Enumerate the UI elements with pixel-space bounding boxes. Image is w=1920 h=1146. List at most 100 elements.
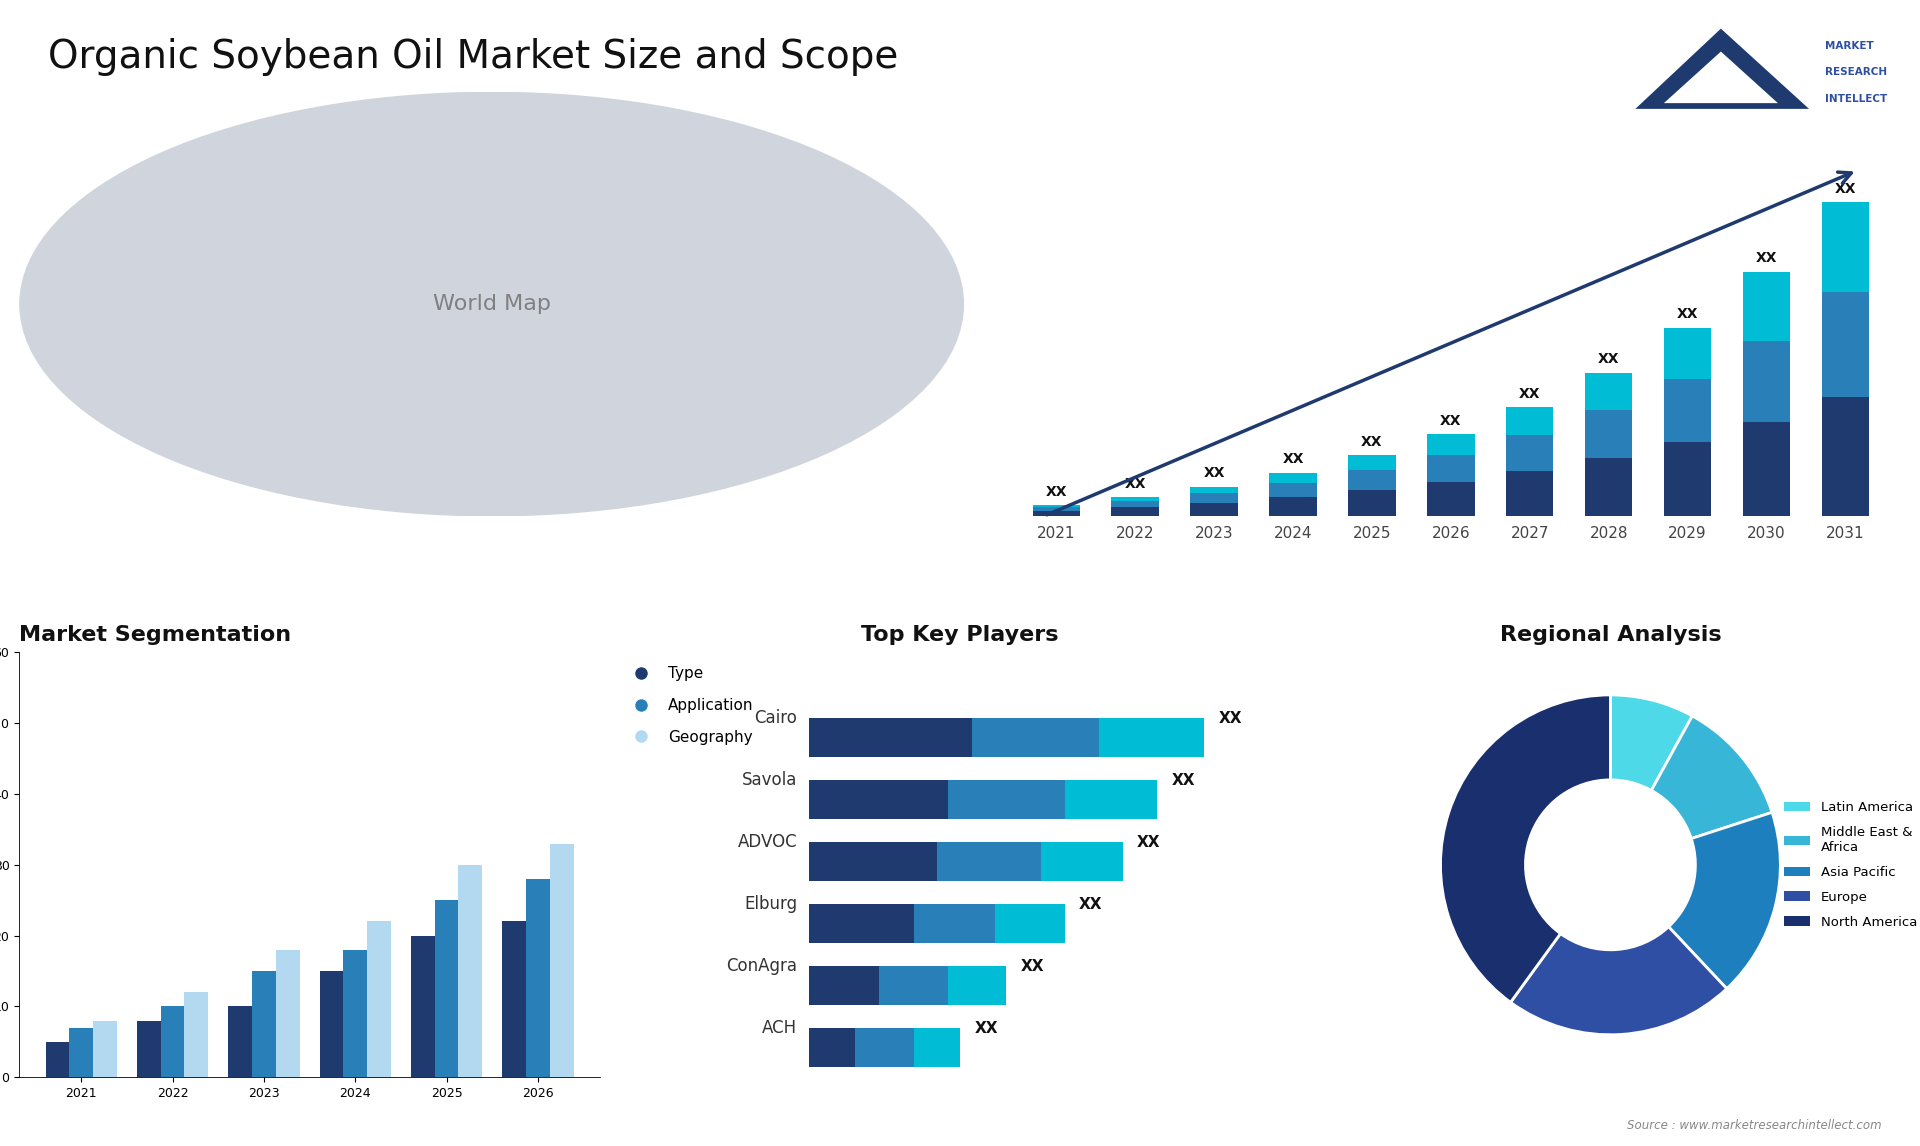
Bar (319, 971, 344, 1077)
Wedge shape (1651, 716, 1772, 839)
Wedge shape (1611, 694, 1692, 791)
Text: XX: XX (975, 1021, 998, 1036)
Bar (1112, 497, 1160, 501)
Text: XX: XX (1361, 435, 1382, 449)
Text: XX: XX (1046, 485, 1068, 499)
Bar (808, 904, 914, 942)
Polygon shape (1636, 29, 1809, 109)
Text: XX: XX (1219, 711, 1242, 725)
Bar (161, 1006, 184, 1077)
Text: XX: XX (1836, 181, 1857, 196)
Bar (1064, 780, 1158, 818)
Bar (1348, 489, 1396, 517)
Bar (92, 1021, 117, 1077)
Bar (1348, 470, 1396, 489)
Bar (1190, 487, 1238, 493)
Bar (1190, 493, 1238, 502)
Bar (914, 904, 995, 942)
Bar (1822, 202, 1870, 292)
Text: XX: XX (1757, 251, 1778, 266)
Bar (1665, 379, 1711, 442)
Bar (1505, 407, 1553, 435)
Bar (69, 1028, 92, 1077)
Text: Elburg: Elburg (745, 895, 797, 913)
Bar (1041, 842, 1123, 880)
Polygon shape (1665, 52, 1778, 103)
Text: Cairo: Cairo (755, 709, 797, 728)
Bar (276, 950, 300, 1077)
Bar (344, 950, 367, 1077)
Bar (1586, 372, 1632, 410)
Text: Organic Soybean Oil Market Size and Scope: Organic Soybean Oil Market Size and Scop… (48, 38, 899, 76)
Bar (856, 1028, 914, 1067)
Wedge shape (1668, 813, 1780, 989)
Bar (1743, 340, 1789, 422)
Bar (1586, 458, 1632, 517)
Text: Market Segmentation: Market Segmentation (19, 626, 292, 645)
Text: XX: XX (1519, 386, 1540, 401)
Bar (1033, 511, 1079, 517)
Bar (879, 966, 948, 1005)
Bar (1822, 292, 1870, 397)
Text: ACH: ACH (762, 1020, 797, 1037)
Bar (1348, 455, 1396, 470)
Bar (1743, 272, 1789, 340)
Wedge shape (1511, 927, 1726, 1035)
Bar (1100, 719, 1204, 756)
Text: XX: XX (1171, 772, 1196, 787)
Bar (184, 992, 207, 1077)
Text: XX: XX (1597, 352, 1619, 367)
Bar (1665, 442, 1711, 517)
Bar (46, 1042, 69, 1077)
Text: XX: XX (1021, 959, 1044, 974)
Bar (1190, 502, 1238, 517)
Text: World Map: World Map (432, 295, 551, 314)
Bar (948, 966, 1006, 1005)
Wedge shape (1440, 694, 1611, 1003)
Bar (367, 921, 392, 1077)
Bar (808, 842, 937, 880)
Bar (1505, 471, 1553, 517)
Bar (549, 843, 574, 1077)
Bar (1586, 410, 1632, 458)
Text: RESEARCH: RESEARCH (1824, 68, 1887, 77)
Bar (1427, 481, 1475, 517)
Title: Top Key Players: Top Key Players (862, 626, 1058, 645)
Bar (1269, 473, 1317, 482)
Bar (808, 719, 972, 756)
Bar (1427, 434, 1475, 455)
Text: XX: XX (1204, 466, 1225, 480)
Ellipse shape (19, 92, 964, 517)
Text: XX: XX (1079, 897, 1102, 912)
Bar (1112, 508, 1160, 517)
Legend: Latin America, Middle East &
Africa, Asia Pacific, Europe, North America: Latin America, Middle East & Africa, Asi… (1778, 795, 1920, 934)
Text: Source : www.marketresearchintellect.com: Source : www.marketresearchintellect.com (1626, 1120, 1882, 1132)
Text: Savola: Savola (741, 771, 797, 790)
Bar (808, 780, 948, 818)
Bar (914, 1028, 960, 1067)
Bar (808, 966, 879, 1005)
Bar (252, 971, 276, 1077)
Text: ConAgra: ConAgra (726, 957, 797, 975)
Text: XX: XX (1283, 453, 1304, 466)
Bar (459, 865, 482, 1077)
Bar (808, 1028, 856, 1067)
Bar (937, 842, 1041, 880)
Bar (1505, 435, 1553, 471)
Bar (948, 780, 1064, 818)
Bar (526, 879, 549, 1077)
Text: XX: XX (1440, 414, 1461, 429)
Title: Regional Analysis: Regional Analysis (1500, 626, 1720, 645)
Bar (1112, 501, 1160, 508)
Text: ADVOC: ADVOC (737, 833, 797, 851)
Bar (995, 904, 1064, 942)
Bar (1743, 422, 1789, 517)
Text: XX: XX (1676, 307, 1699, 321)
Bar (411, 935, 434, 1077)
Bar (1269, 496, 1317, 517)
Bar (972, 719, 1100, 756)
Bar (434, 901, 459, 1077)
Bar (1665, 328, 1711, 379)
Text: XX: XX (1125, 477, 1146, 490)
Bar (1033, 508, 1079, 511)
